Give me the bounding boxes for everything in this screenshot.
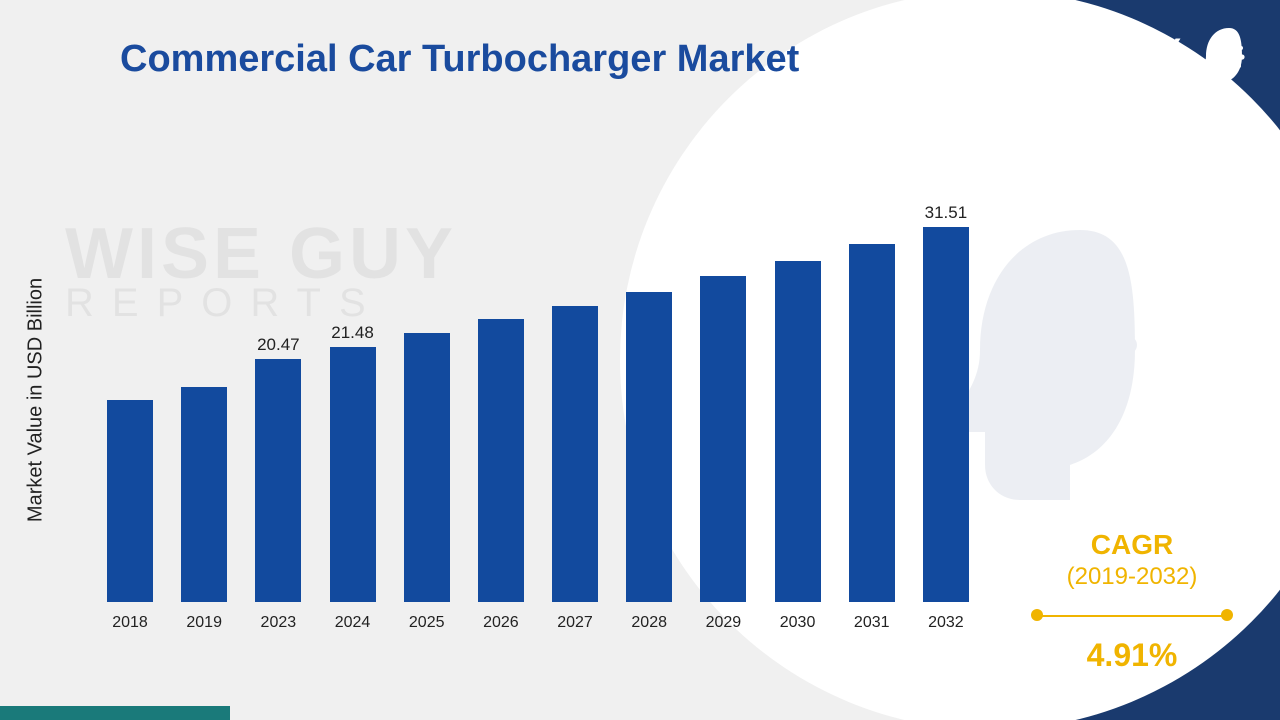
bar-value-label: 20.47 (257, 335, 300, 355)
chart-title: Commercial Car Turbocharger Market (120, 38, 799, 81)
chart-plot-area: 20.4721.4831.51 (96, 150, 980, 602)
x-axis-label: 2024 (323, 614, 383, 632)
logo-main-text: WISE GUY (1007, 35, 1183, 65)
decorative-strip (0, 706, 230, 720)
logo-sub-text: REPORTS (1007, 67, 1183, 81)
x-axis-label: 2027 (545, 614, 605, 632)
bar-slot (545, 306, 605, 602)
x-axis-label: 2026 (471, 614, 531, 632)
x-axis-label: 2028 (619, 614, 679, 632)
bar-slot (842, 244, 902, 602)
bar (255, 359, 301, 602)
cagr-title: CAGR (1022, 529, 1242, 561)
bar (181, 387, 227, 602)
bar (404, 333, 450, 602)
bar (552, 306, 598, 602)
x-axis-label: 2019 (174, 614, 234, 632)
x-axis-label: 2023 (248, 614, 308, 632)
x-axis-label: 2018 (100, 614, 160, 632)
bar (107, 400, 153, 602)
bar-value-label: 21.48 (331, 323, 374, 343)
cagr-range: (2019-2032) (1022, 563, 1242, 591)
bar (478, 319, 524, 602)
bar-chart: Market Value in USD Billion 20.4721.4831… (60, 150, 980, 650)
bar (626, 292, 672, 602)
stage: WISE GUY REPORTS Commercial Car Turbocha… (0, 0, 1280, 720)
x-axis-label: 2032 (916, 614, 976, 632)
bar-slot (174, 387, 234, 602)
bar (330, 347, 376, 602)
bar-slot (693, 276, 753, 602)
logo-head-icon (1193, 26, 1251, 90)
bar-slot: 31.51 (916, 227, 976, 602)
bar (775, 261, 821, 602)
x-axis-label: 2030 (768, 614, 828, 632)
x-axis-labels: 2018 2019 2023 2024 2025 2026 2027 2028 2029 2030… (96, 614, 980, 632)
brand-logo: WISE GUY REPORTS (1007, 26, 1252, 90)
bar-value-label: 31.51 (925, 203, 968, 223)
x-axis-label: 2025 (397, 614, 457, 632)
bar-slot (619, 292, 679, 602)
cagr-divider (1037, 609, 1227, 623)
x-axis-label: 2029 (693, 614, 753, 632)
bar (849, 244, 895, 602)
bar (700, 276, 746, 602)
bar-slot (100, 400, 160, 602)
cagr-value: 4.91% (1022, 637, 1242, 674)
y-axis-label: Market Value in USD Billion (25, 278, 48, 522)
bar (923, 227, 969, 602)
bar-slot: 20.47 (248, 359, 308, 602)
cagr-block: CAGR (2019-2032) 4.91% (1022, 529, 1242, 674)
bar-slot (471, 319, 531, 602)
bar-slot (768, 261, 828, 602)
bar-slot (397, 333, 457, 602)
x-axis-label: 2031 (842, 614, 902, 632)
bar-slot: 21.48 (323, 347, 383, 602)
